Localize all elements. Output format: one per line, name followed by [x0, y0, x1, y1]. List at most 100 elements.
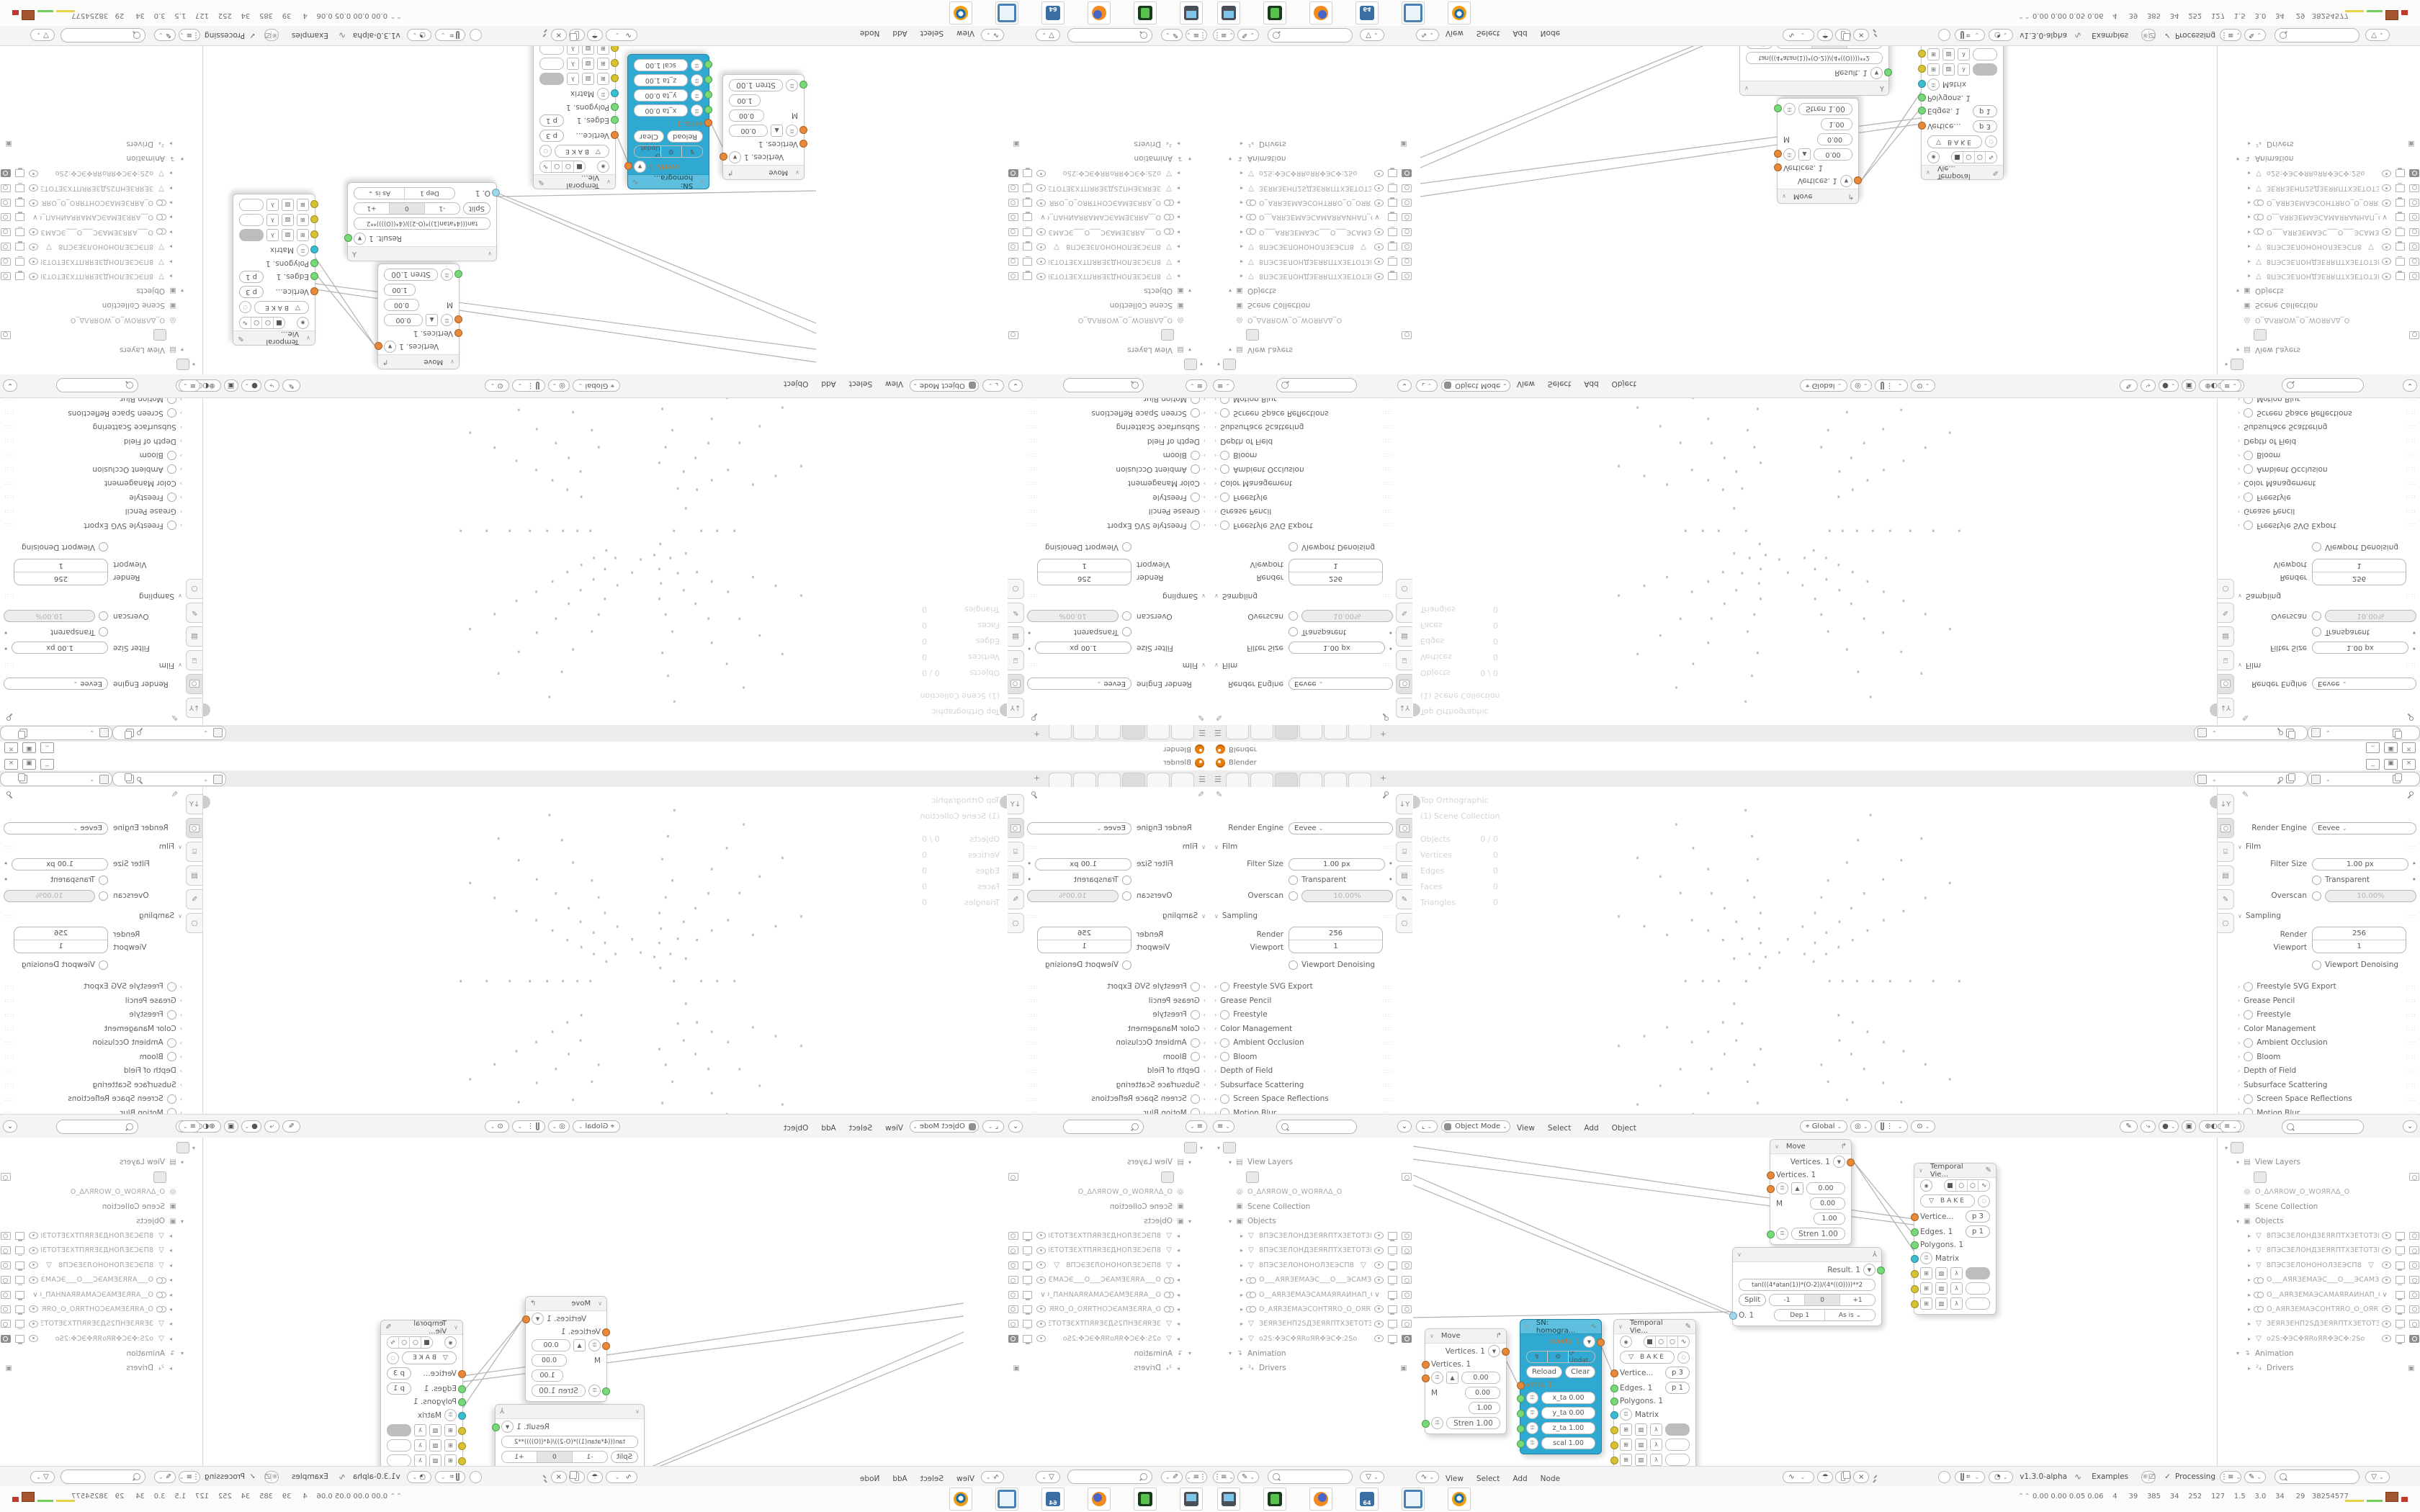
overlays-button[interactable]: ● ⌄ — [241, 1120, 261, 1133]
outliner-row[interactable] — [1008, 1170, 1210, 1184]
render-visibility-icon[interactable] — [1008, 272, 1018, 281]
pin-icon[interactable] — [136, 775, 143, 783]
depth-field[interactable]: Dep 1 — [1790, 1311, 1810, 1319]
pin-icon[interactable] — [1030, 715, 1037, 722]
depth-field[interactable]: Dep 1 — [419, 189, 439, 197]
freestyle-section-header[interactable]: Freestyle — [1233, 493, 1268, 502]
film-section-header[interactable]: Film — [1222, 842, 1238, 851]
copy-icon[interactable] — [2285, 773, 2295, 783]
viewport-visibility-icon[interactable] — [1388, 272, 1397, 281]
outliner-row[interactable]: ▸ ▽ o2S:✜ЭС✜ЯRoЯR✜ЭС✜:2So — [2218, 1331, 2419, 1346]
scene-selector[interactable]: ⌄ — [112, 772, 226, 786]
viewport-visibility-icon[interactable] — [2396, 1305, 2405, 1315]
palette-button[interactable]: ▧ — [1635, 1439, 1647, 1451]
plug-button[interactable]: ⎅ — [1620, 1408, 1632, 1421]
outliner-filter-button[interactable]: ▽ ⌄ — [1036, 1470, 1060, 1483]
outliner-display-mode-button[interactable]: ≡ ⌄ — [2220, 379, 2241, 392]
outliner-search-input[interactable] — [1268, 28, 1353, 42]
sampling-section-header[interactable]: Sampling — [2245, 592, 2282, 600]
ambient-occlusion-section-header[interactable]: Ambient Occlusion — [1233, 465, 1304, 474]
node-expression[interactable]: ∨ ⅄ Result. 1 ▼ tan(((4*atan(1))*(O-2))/(4*(… — [344, 182, 500, 261]
serpens-button[interactable]: ∿ — [240, 318, 251, 328]
outliner-search-input[interactable] — [1276, 378, 1357, 393]
outliner-row[interactable]: ▾ ↴ Animation — [1008, 151, 1210, 166]
up-button[interactable]: ▲ — [573, 1339, 586, 1351]
x_ta-field[interactable]: x_ta 0.00 — [1541, 1392, 1595, 1404]
visibility-eye-icon[interactable] — [2382, 1320, 2391, 1328]
copy-icon[interactable] — [2285, 729, 2294, 737]
outliner-row[interactable]: ▾ ↴ Animation — [1008, 1346, 1210, 1361]
add-workspace-button[interactable]: + — [1034, 729, 1040, 738]
circle-button[interactable]: ○ — [410, 1337, 422, 1348]
taskbar-app-blender[interactable] — [949, 1, 972, 24]
menu-view[interactable]: View — [1517, 379, 1535, 388]
grid-button[interactable]: ⊞ — [297, 214, 309, 226]
filter-size-field[interactable]: 1.00 px — [1035, 858, 1131, 870]
eye-button[interactable]: ◉ — [1620, 1336, 1632, 1348]
yellow-socket[interactable] — [1918, 50, 1926, 58]
slot-field[interactable] — [539, 58, 564, 70]
outliner-filter-button[interactable]: ⌄ — [3, 379, 17, 392]
strength-field[interactable]: Stren 1.00 — [532, 1385, 586, 1397]
viewport-visibility-icon[interactable] — [1388, 1320, 1397, 1330]
subsurface-scattering-section-header[interactable]: Subsurface Scattering — [1220, 1080, 1304, 1089]
eye-button[interactable]: ◉ — [444, 1336, 457, 1349]
outliner-row[interactable]: ▾ ▤ View Layers — [1210, 1155, 1412, 1169]
taskbar-app-display-settings[interactable] — [1217, 1488, 1240, 1511]
teal-socket[interactable] — [1610, 1410, 1618, 1419]
viewport-visibility-icon[interactable] — [15, 199, 24, 207]
z-field[interactable]: 1.00 — [1814, 1212, 1845, 1225]
plug-button[interactable]: ⎅ — [1776, 1182, 1788, 1194]
snap-status-button[interactable]: ⌗ ⌄ — [1955, 29, 1986, 42]
minimize-button[interactable]: _ — [2366, 742, 2380, 753]
outliner-filter-button[interactable]: ▽ ⌄ — [1036, 29, 1060, 42]
viewport-visibility-icon[interactable] — [15, 1305, 24, 1313]
plug-button[interactable]: ⎅ — [1526, 1407, 1538, 1419]
slot-field[interactable] — [1665, 1454, 1690, 1466]
z-field[interactable]: 1.00 — [1469, 1402, 1500, 1414]
clear-button[interactable]: Clear — [633, 130, 664, 143]
viewport-visibility-icon[interactable] — [15, 257, 24, 266]
plug-button[interactable]: ⎅ — [691, 89, 703, 102]
outliner-row[interactable]: ▸O_АЯRЗЕМАЭСОНТЯRО_О_ОЯRТНО — [1, 196, 202, 210]
plug-button[interactable]: ⎅ — [691, 104, 703, 117]
overlays-button[interactable]: ● ⌄ — [2159, 1120, 2179, 1133]
plug-button[interactable]: ⎅ — [588, 1339, 601, 1351]
pivot-point-button[interactable]: ◎ ⌄ — [547, 379, 570, 392]
workspace-tab[interactable] — [1098, 724, 1121, 739]
render-visibility-icon[interactable] — [2409, 169, 2419, 178]
screen-space-reflections-checkbox[interactable] — [166, 408, 176, 418]
slot-field[interactable] — [1966, 1297, 1990, 1310]
properties-tab-output[interactable]: ⌸ — [1008, 650, 1024, 670]
outliner-search-input[interactable] — [56, 378, 138, 393]
node-editor-type-button[interactable]: ∿ ⌄ — [981, 1470, 1004, 1483]
samples-render-field[interactable]: 256 — [2352, 930, 2367, 937]
properties-tab-output[interactable]: ⌸ — [2218, 650, 2234, 670]
freestyle-checkbox[interactable] — [166, 1009, 176, 1020]
visibility-eye-icon[interactable] — [2382, 1335, 2391, 1343]
viewport-visibility-icon[interactable] — [1023, 1320, 1032, 1328]
film-section-header[interactable]: Film — [158, 661, 175, 670]
orange-socket[interactable] — [1767, 1171, 1775, 1179]
film-section-header[interactable]: Film — [2245, 842, 2262, 851]
green-socket[interactable] — [344, 234, 352, 243]
screen-space-reflections-section-header[interactable]: Screen Space Reflections — [1233, 409, 1329, 418]
mode-selector[interactable]: Object Mode ⌄ — [910, 379, 979, 392]
snap-button[interactable]: ⋮ ⌄ — [1875, 379, 1909, 392]
outliner-scene-button[interactable]: ✎ ⌄ — [154, 29, 176, 42]
node-header[interactable]: ∨ SN: homogra... ∿ — [628, 174, 709, 190]
pin-icon[interactable] — [1383, 790, 1390, 797]
outliner-row[interactable]: ▾ ↴ Animation — [2218, 151, 2419, 166]
visibility-eye-icon[interactable] — [29, 1276, 38, 1284]
node-header[interactable]: ∨ ⅄ — [348, 246, 496, 261]
visibility-eye-icon[interactable] — [1036, 184, 1046, 192]
outliner-search-input[interactable] — [60, 1470, 145, 1484]
outliner-row[interactable]: ▸▽8ПЭСЗЕЛОНДЗЕЯRПТХЗЕТОТЗЕХ1 — [2218, 269, 2419, 284]
outliner-row[interactable]: ▸ ▽ 8ПЭСЗЕЛОНОНОЛЗЕЭСП8 ▽ — [1210, 1258, 1412, 1272]
outliner-row[interactable]: ▸ ▽ 8ПЭСЗЕЛОНОНОЛЗЕЭСП8 ▽ — [1, 1258, 202, 1272]
palette-button[interactable]: ▧ — [282, 229, 294, 241]
outliner-row[interactable]: ▸ ▽ ЗЕЯRЗЕНП2SДЗЕЯRПТХЗЕТОТЗЕ) — [1008, 181, 1210, 195]
outliner-row[interactable]: ▣ Scene Collection — [2218, 298, 2419, 312]
outliner-scene-button[interactable]: ✎ ⌄ — [2244, 29, 2266, 42]
visibility-eye-icon[interactable] — [1374, 199, 1384, 207]
